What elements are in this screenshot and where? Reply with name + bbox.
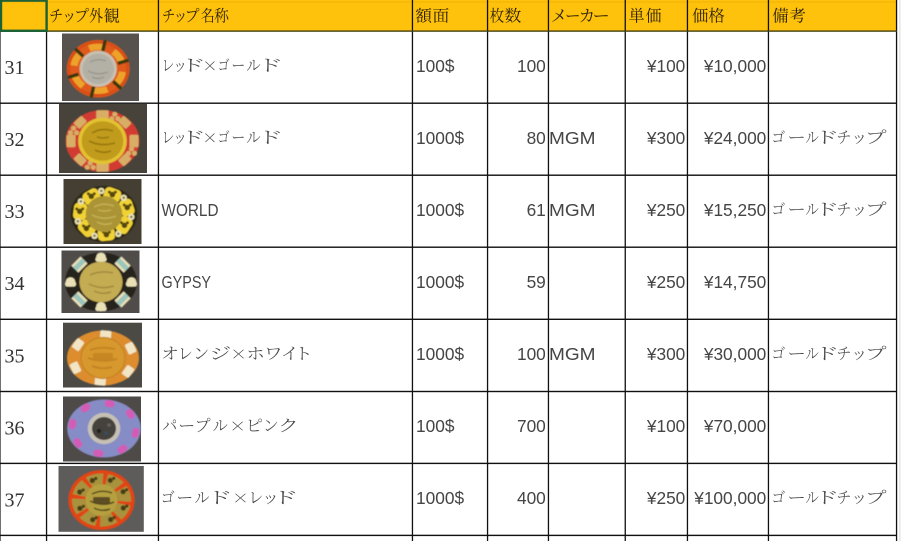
svg-text:MGM: MGM [549,128,596,148]
svg-text:1000$: 1000$ [416,488,464,508]
svg-text:MGM: MGM [549,344,596,364]
svg-text:35: 35 [5,345,25,367]
svg-text:59: 59 [527,272,546,292]
svg-text:100$: 100$ [416,56,455,76]
svg-text:¥300: ¥300 [646,128,685,148]
svg-text:36: 36 [5,417,25,439]
svg-text:61: 61 [527,200,546,220]
svg-text:34: 34 [5,273,25,295]
svg-text:32: 32 [5,129,25,151]
svg-text:¥15,250: ¥15,250 [703,200,766,220]
svg-text:700: 700 [517,416,546,436]
svg-text:100$: 100$ [416,416,455,436]
svg-text:1000$: 1000$ [416,200,464,220]
svg-text:¥100: ¥100 [646,56,685,76]
svg-text:400: 400 [517,488,546,508]
svg-text:¥14,750: ¥14,750 [703,272,766,292]
svg-text:¥100: ¥100 [646,416,685,436]
svg-text:1000$: 1000$ [416,344,464,364]
svg-text:¥100,000: ¥100,000 [693,488,766,508]
svg-text:¥300: ¥300 [646,344,685,364]
svg-text:GYPSY: GYPSY [162,272,212,292]
svg-text:¥10,000: ¥10,000 [703,56,766,76]
svg-text:31: 31 [5,57,25,79]
svg-text:¥24,000: ¥24,000 [703,128,766,148]
svg-text:100: 100 [517,344,546,364]
svg-text:¥250: ¥250 [646,488,685,508]
svg-text:WORLD: WORLD [162,200,219,220]
svg-text:¥30,000: ¥30,000 [703,344,766,364]
svg-text:80: 80 [527,128,546,148]
svg-text:1000$: 1000$ [416,128,464,148]
svg-text:¥250: ¥250 [646,200,685,220]
svg-text:¥250: ¥250 [646,272,685,292]
svg-text:100: 100 [517,56,546,76]
svg-text:1000$: 1000$ [416,272,464,292]
svg-text:33: 33 [5,201,25,223]
svg-text:37: 37 [5,489,25,511]
svg-text:MGM: MGM [549,200,596,220]
svg-text:¥70,000: ¥70,000 [703,416,766,436]
